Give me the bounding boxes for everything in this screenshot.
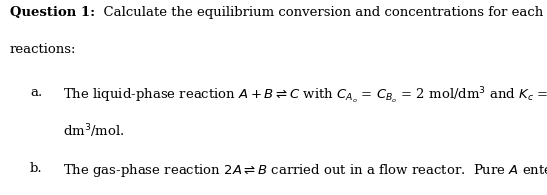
- Text: Question 1:: Question 1:: [10, 6, 95, 19]
- Text: a.: a.: [30, 86, 42, 99]
- Text: The liquid-phase reaction $A+B\rightleftharpoons C$ with $C_{A_o}$ = $C_{B_o}$ =: The liquid-phase reaction $A+B\rightleft…: [63, 86, 547, 106]
- Text: Calculate the equilibrium conversion and concentrations for each of the followin: Calculate the equilibrium conversion and…: [95, 6, 547, 19]
- Text: b.: b.: [30, 162, 43, 175]
- Text: reactions:: reactions:: [10, 43, 77, 56]
- Text: dm$^3$/mol.: dm$^3$/mol.: [63, 123, 125, 140]
- Text: The gas-phase reaction $2A\rightleftharpoons B$ carried out in a flow reactor.  : The gas-phase reaction $2A\rightleftharp…: [63, 162, 547, 179]
